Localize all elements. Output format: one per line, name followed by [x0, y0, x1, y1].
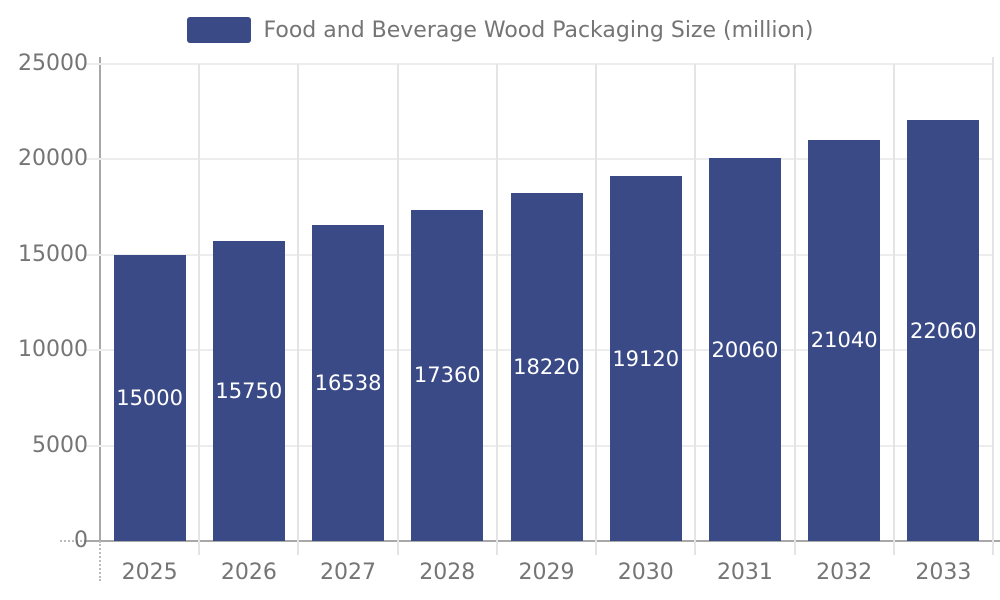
bar-value-label: 18220	[513, 355, 580, 380]
bar-value-label: 15750	[215, 378, 283, 403]
v-gridline	[793, 64, 796, 555]
bar[interactable]: 21040	[808, 139, 881, 541]
plot-area: 15000 15750 16538 17360 18220 19120 20060 21040…	[60, 57, 1000, 581]
v-gridline	[396, 64, 399, 555]
x-tick-label: 2026	[220, 560, 277, 585]
y-tick-label: 5000	[32, 432, 88, 458]
x-tick-label: 2033	[915, 560, 972, 585]
y-tick-label: 0	[74, 528, 88, 553]
x-axis-line	[86, 540, 1000, 542]
bar-value-label: 21040	[810, 328, 878, 353]
bar-value-label: 15000	[116, 385, 184, 410]
v-gridline	[892, 64, 895, 555]
bar[interactable]: 15750	[212, 240, 285, 541]
v-gridline	[992, 57, 994, 555]
v-gridline	[495, 64, 498, 555]
h-gridline	[86, 63, 993, 65]
legend[interactable]: Food and Beverage Wood Packaging Size (m…	[0, 15, 1000, 45]
bar-value-label: 22060	[909, 318, 977, 343]
bar[interactable]: 22060	[907, 120, 980, 541]
x-tick-label: 2031	[716, 560, 773, 585]
bar[interactable]: 20060	[708, 158, 781, 541]
bar[interactable]: 16538	[312, 225, 385, 541]
bar-value-label: 19120	[612, 346, 680, 371]
y-tick-label: 15000	[18, 241, 88, 267]
v-gridline	[694, 64, 697, 555]
bar-value-label: 16538	[314, 371, 382, 396]
v-gridline	[198, 64, 201, 555]
legend-label: Food and Beverage Wood Packaging Size (m…	[263, 17, 814, 43]
v-gridline	[595, 64, 598, 555]
bar-value-label: 17360	[413, 363, 481, 388]
legend-swatch[interactable]	[186, 17, 251, 43]
bar[interactable]: 15000	[113, 254, 186, 541]
x-tick-label: 2029	[518, 560, 575, 585]
x-tick-label: 2028	[419, 560, 476, 585]
x-tick-label: 2030	[617, 560, 674, 585]
y-axis-line	[99, 57, 101, 541]
origin-dotted-tick-horizontal	[60, 540, 86, 542]
x-tick-label: 2032	[816, 560, 873, 585]
v-gridline	[297, 64, 300, 555]
bar[interactable]: 19120	[609, 176, 682, 541]
y-tick-label: 25000	[18, 51, 88, 76]
bar[interactable]: 17360	[411, 209, 484, 541]
x-tick-label: 2027	[320, 560, 377, 585]
y-tick-label: 20000	[18, 146, 88, 172]
y-tick-label: 10000	[18, 337, 88, 363]
origin-dotted-tick-vertical	[99, 541, 101, 581]
h-gridline	[86, 158, 993, 161]
bar-value-label: 20060	[711, 337, 779, 362]
bar[interactable]: 18220	[510, 193, 583, 541]
x-tick-label: 2025	[121, 560, 178, 585]
